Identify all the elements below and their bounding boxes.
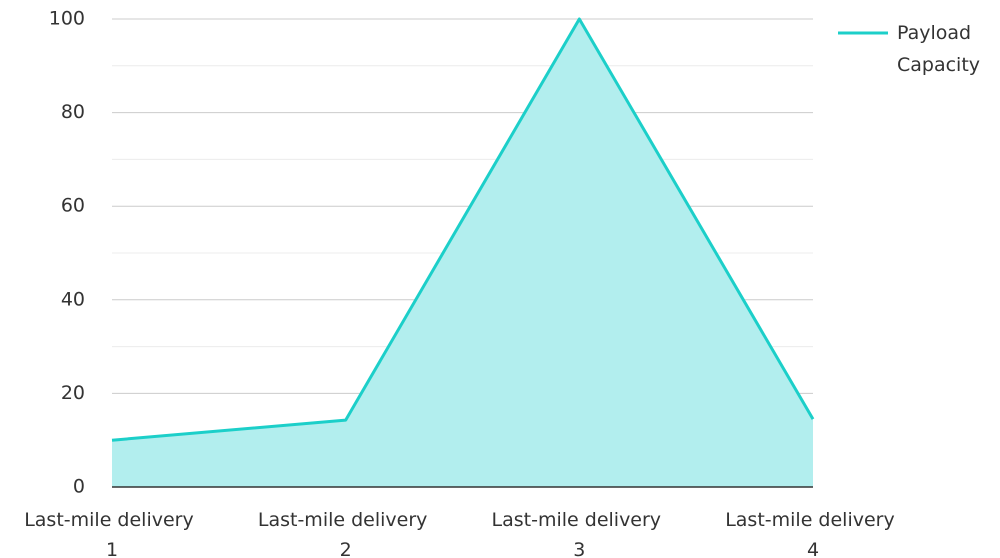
y-tick-label: 80 (61, 101, 85, 123)
x-tick-label: Last-mile delivery 4 (725, 509, 901, 558)
area-line (111, 17, 815, 442)
area-fill (112, 19, 813, 487)
x-tick-label: Last-mile delivery 3 (492, 509, 668, 558)
y-tick-label: 20 (61, 382, 85, 404)
y-tick-label: 100 (49, 8, 85, 30)
y-tick-label: 60 (61, 195, 85, 217)
y-tick-label: 0 (73, 476, 85, 498)
legend-label: Payload Capacity (897, 22, 980, 76)
x-tick-label: Last-mile delivery 2 (258, 509, 434, 558)
y-tick-label: 40 (61, 288, 85, 310)
x-tick-label: Last-mile delivery 1 (24, 509, 200, 558)
